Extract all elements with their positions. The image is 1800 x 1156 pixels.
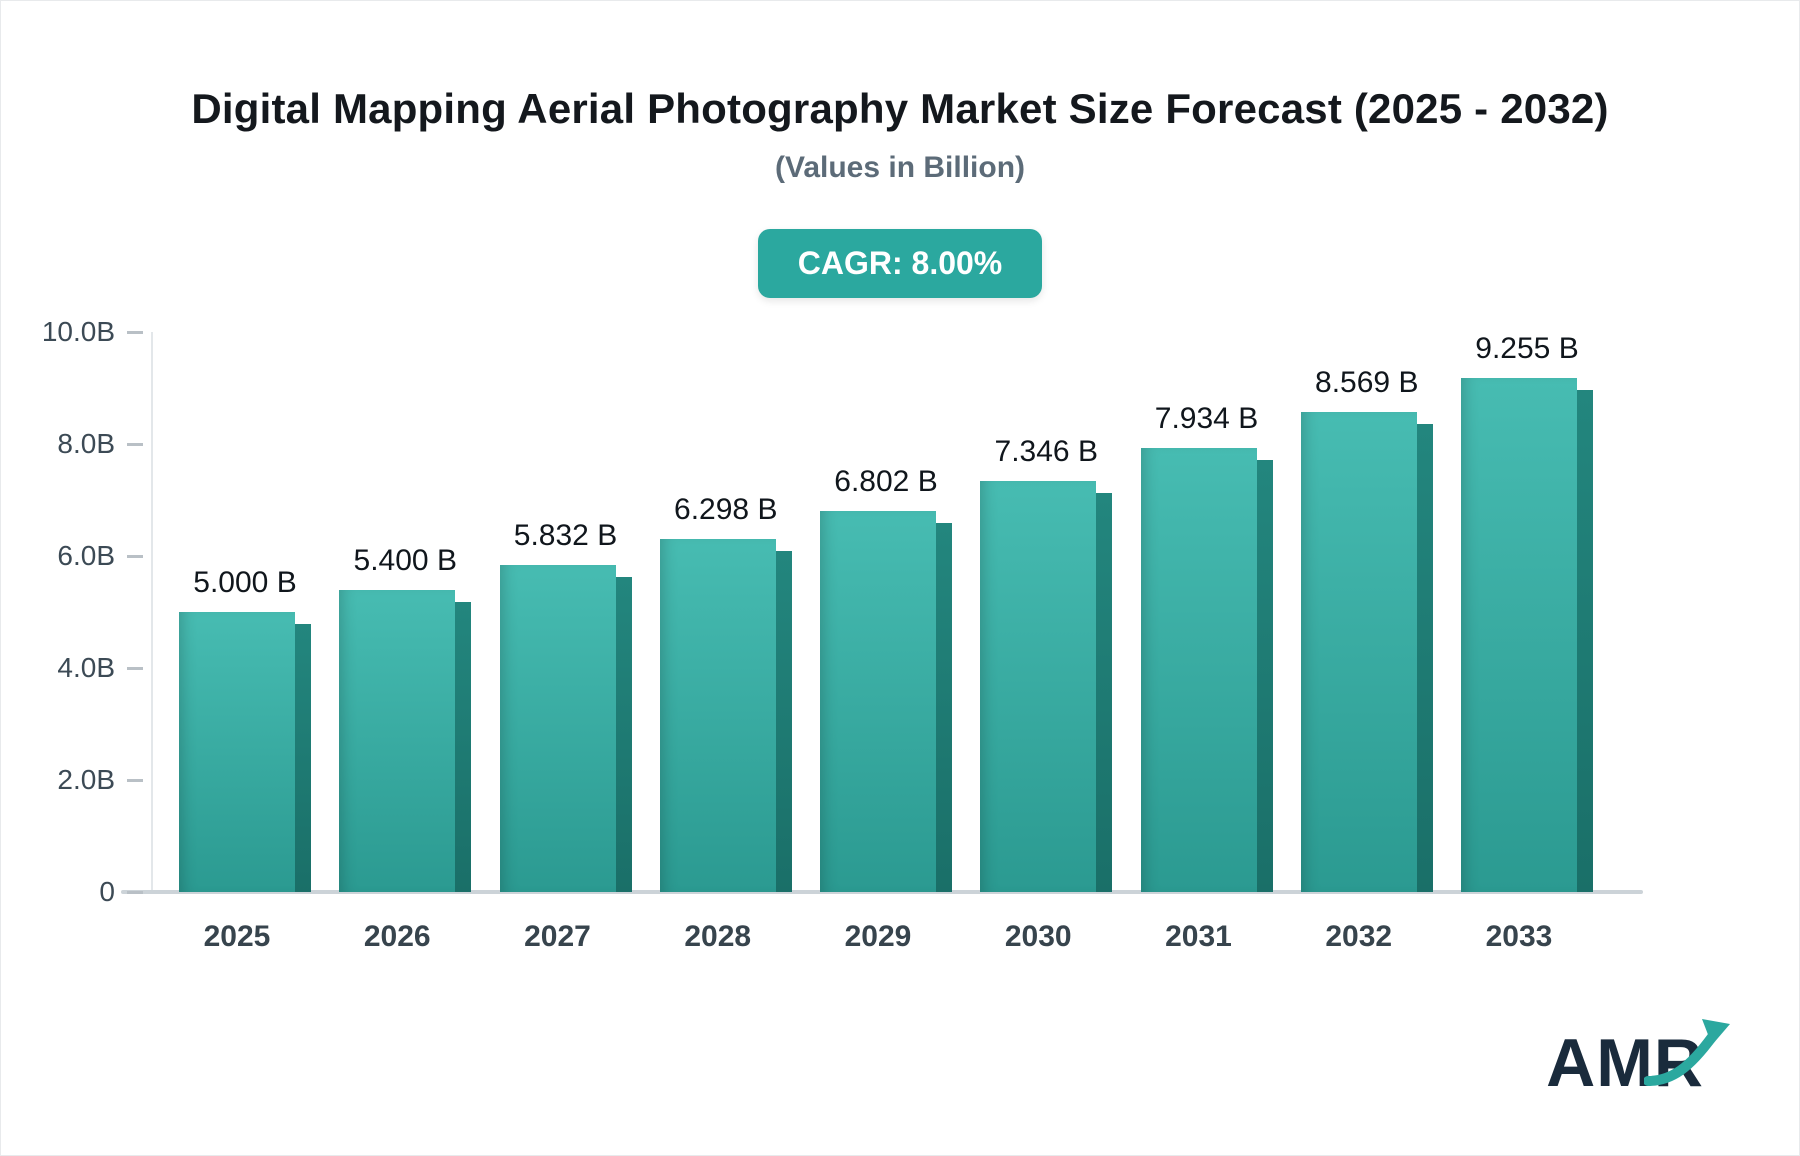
x-axis-label: 2025 xyxy=(203,920,271,953)
x-axis-label: 2029 xyxy=(844,920,912,953)
bar xyxy=(179,612,311,892)
bar-value-label: 5.832 B xyxy=(513,519,618,553)
chart-title: Digital Mapping Aerial Photography Marke… xyxy=(191,85,1609,132)
y-tick-mark xyxy=(127,666,143,670)
y-tick-label: 6.0B xyxy=(57,540,115,571)
y-tick-mark xyxy=(127,330,143,334)
bar xyxy=(980,480,1113,892)
y-tick-mark xyxy=(127,890,143,894)
amr-logo-inner: AMR xyxy=(1546,1019,1730,1097)
bar xyxy=(1140,447,1273,892)
bar xyxy=(820,511,952,892)
bar-group: 7.934 B 2031 xyxy=(1140,332,1273,953)
x-axis-label: 2031 xyxy=(1165,920,1232,953)
y-tick-mark xyxy=(127,442,143,446)
y-tick: 6.0B xyxy=(1,540,151,572)
x-axis-label: 2032 xyxy=(1325,920,1393,953)
bar-side-3d xyxy=(936,523,952,892)
bar-value-label: 9.255 B xyxy=(1475,332,1579,365)
bar-face xyxy=(820,511,936,892)
bar-group: 6.298 B 2028 xyxy=(659,332,792,953)
bar-group: 7.346 B 2030 xyxy=(980,332,1113,953)
chart-subtitle: (Values in Billion) xyxy=(774,151,1026,184)
y-tick-label: 2.0B xyxy=(57,764,115,795)
bar-face xyxy=(339,589,456,892)
bar-side-3d xyxy=(1096,492,1113,892)
y-axis-line xyxy=(151,332,153,892)
y-tick: 10.0B xyxy=(1,316,151,348)
x-axis-label: 2028 xyxy=(684,920,752,953)
amr-logo: AMR xyxy=(1546,1019,1730,1097)
bar-face xyxy=(1300,412,1417,892)
bar-value-label: 7.346 B xyxy=(994,434,1098,468)
bar-side-3d xyxy=(1577,390,1593,892)
y-tick-mark xyxy=(127,778,143,782)
bar-side-3d xyxy=(775,551,792,892)
amr-logo-text: AMR xyxy=(1546,1025,1704,1101)
cagr-badge: CAGR: 8.00% xyxy=(757,229,1043,298)
y-tick-label: 4.0B xyxy=(57,652,115,683)
bar-side-3d xyxy=(615,577,632,892)
bar xyxy=(659,539,792,892)
y-tick: 8.0B xyxy=(1,428,151,460)
bar-side-3d xyxy=(295,624,311,892)
bar-group: 8.569 B 2032 xyxy=(1300,332,1433,953)
bar-value-label: 5.400 B xyxy=(353,543,457,577)
y-tick-label: 10.0B xyxy=(41,316,115,347)
bar-group: 5.400 B 2026 xyxy=(339,332,472,953)
bar-value-label: 6.298 B xyxy=(674,493,778,527)
bar-value-label: 5.000 B xyxy=(193,566,297,599)
bar-value-label: 6.802 B xyxy=(834,465,938,499)
bar xyxy=(1300,412,1433,892)
chart-header: Digital Mapping Aerial Photography Marke… xyxy=(1,1,1799,298)
bar-face xyxy=(980,480,1097,892)
x-axis-line xyxy=(121,890,1643,894)
plot-area: 0 2.0B 4.0B 6.0B 8.0B 10.0B 5.000 B 2025 5.400 … xyxy=(42,316,1643,953)
bar-group: 9.255 B 2033 xyxy=(1461,332,1593,953)
x-axis-label: 2026 xyxy=(363,920,431,953)
x-axis-label: 2030 xyxy=(1004,920,1072,953)
bar-value-label: 8.569 B xyxy=(1315,366,1419,400)
bar-face xyxy=(499,565,616,892)
bar-face xyxy=(659,539,776,892)
x-axis-label: 2033 xyxy=(1485,920,1553,953)
bar-side-3d xyxy=(1416,424,1433,892)
bars: 5.000 B 2025 5.400 B 2026 5.832 B 2027 6.298 B… xyxy=(151,332,1629,953)
bar-face xyxy=(1140,447,1257,892)
bar-chart: 0 2.0B 4.0B 6.0B 8.0B 10.0B 5.000 B 2025 5.400 … xyxy=(42,316,1643,953)
bar xyxy=(499,565,632,892)
y-tick-label: 0 xyxy=(99,876,115,907)
bar xyxy=(1461,378,1593,892)
y-tick: 0 xyxy=(1,876,151,908)
bar-side-3d xyxy=(1256,459,1273,892)
bar-face xyxy=(179,612,295,892)
bar-side-3d xyxy=(455,601,472,892)
bar xyxy=(339,589,472,892)
bar-group: 5.000 B 2025 xyxy=(179,332,311,953)
bar-face xyxy=(1461,378,1577,892)
bar-group: 6.802 B 2029 xyxy=(820,332,952,953)
y-tick-label: 8.0B xyxy=(57,428,115,459)
y-tick: 4.0B xyxy=(1,652,151,684)
y-tick: 2.0B xyxy=(1,764,151,796)
y-tick-mark xyxy=(127,554,143,558)
bar-group: 5.832 B 2027 xyxy=(499,332,632,953)
x-axis-label: 2027 xyxy=(524,920,591,953)
y-axis: 0 2.0B 4.0B 6.0B 8.0B 10.0B xyxy=(42,316,1629,907)
bar-value-label: 7.934 B xyxy=(1154,401,1259,435)
